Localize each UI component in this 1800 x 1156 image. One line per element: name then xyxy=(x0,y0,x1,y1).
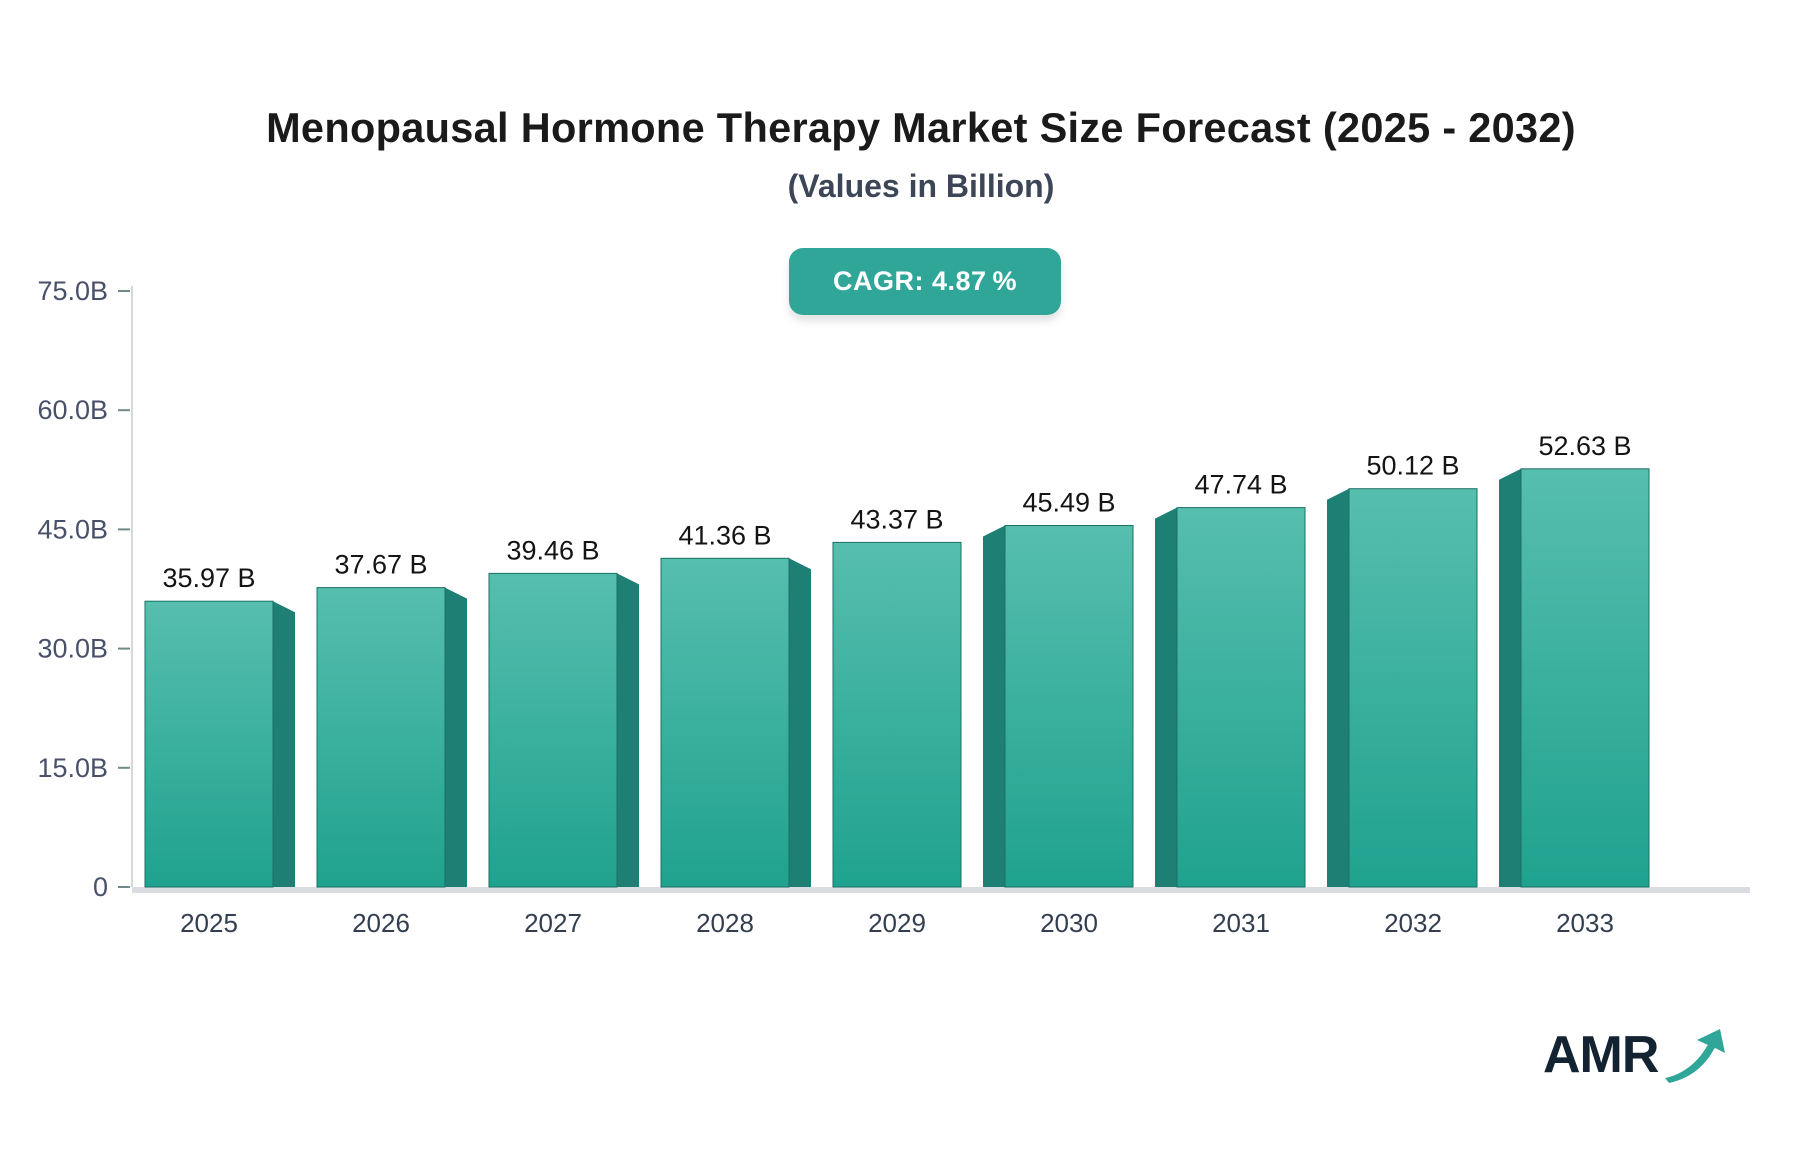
svg-text:47.74 B: 47.74 B xyxy=(1194,470,1287,500)
svg-text:37.67 B: 37.67 B xyxy=(334,550,427,580)
svg-text:41.36 B: 41.36 B xyxy=(678,520,771,550)
svg-text:2027: 2027 xyxy=(524,908,582,938)
svg-text:2025: 2025 xyxy=(180,908,238,938)
svg-text:60.0B: 60.0B xyxy=(37,395,108,425)
svg-text:2026: 2026 xyxy=(352,908,410,938)
svg-text:2033: 2033 xyxy=(1556,908,1614,938)
svg-text:50.12 B: 50.12 B xyxy=(1366,451,1459,481)
svg-text:30.0B: 30.0B xyxy=(37,634,108,664)
svg-text:2028: 2028 xyxy=(696,908,754,938)
svg-text:0: 0 xyxy=(93,872,108,902)
svg-text:45.49 B: 45.49 B xyxy=(1022,488,1115,518)
svg-text:39.46 B: 39.46 B xyxy=(506,535,599,565)
svg-text:15.0B: 15.0B xyxy=(37,753,108,783)
svg-text:2029: 2029 xyxy=(868,908,926,938)
svg-text:75.0B: 75.0B xyxy=(37,276,108,306)
svg-text:35.97 B: 35.97 B xyxy=(162,563,255,593)
svg-text:2031: 2031 xyxy=(1212,908,1270,938)
svg-text:52.63 B: 52.63 B xyxy=(1538,431,1631,461)
svg-text:45.0B: 45.0B xyxy=(37,514,108,544)
svg-text:2030: 2030 xyxy=(1040,908,1098,938)
svg-text:2032: 2032 xyxy=(1384,908,1442,938)
svg-text:43.37 B: 43.37 B xyxy=(850,504,943,534)
